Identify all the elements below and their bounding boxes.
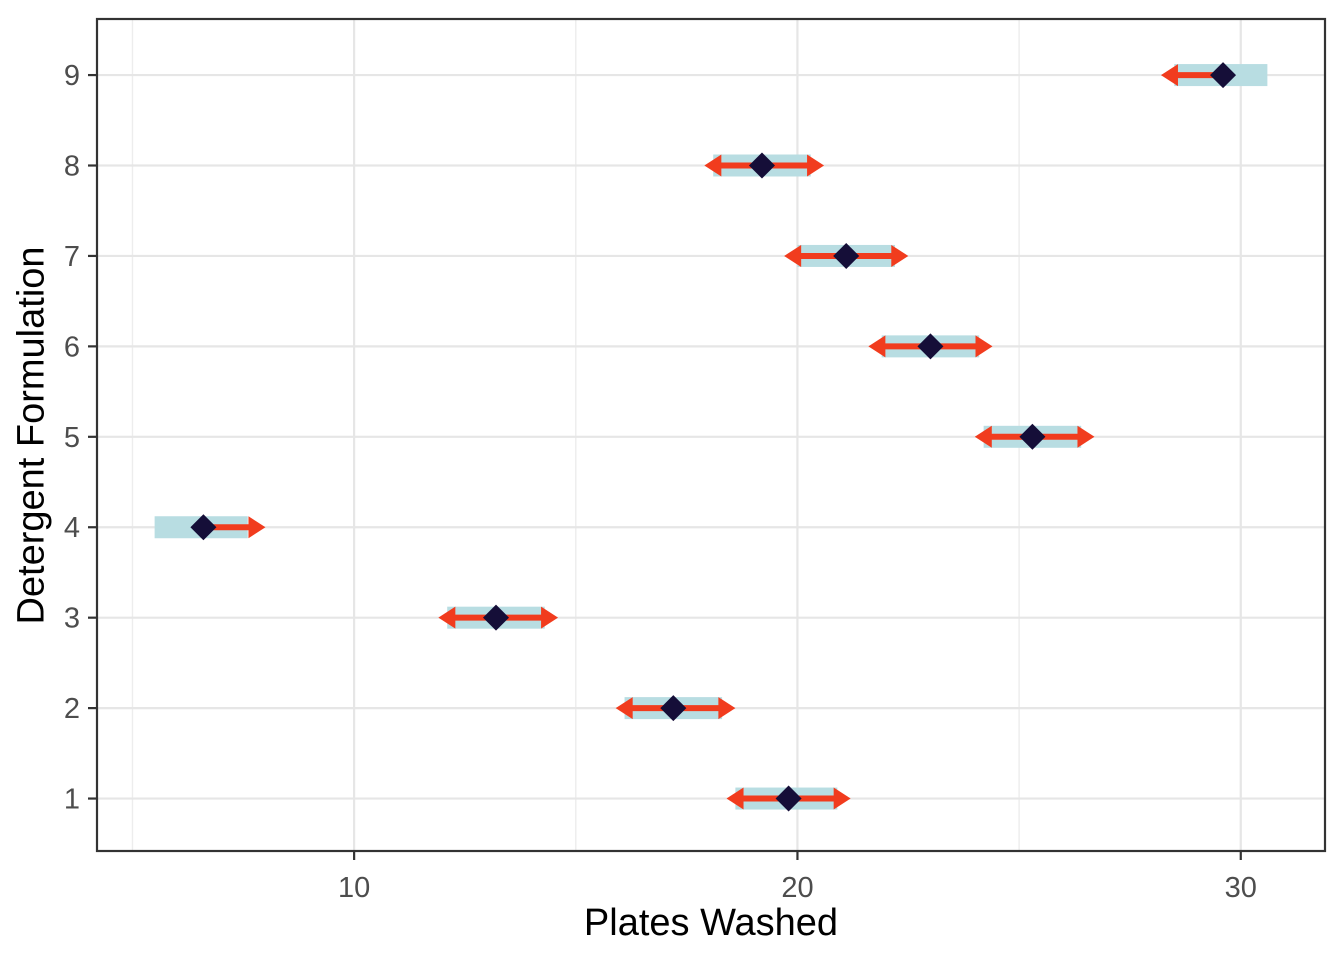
comparison-arrowhead-left: [615, 697, 633, 720]
mean-point-diamond: [775, 785, 802, 812]
comparison-arrowhead-right: [248, 516, 266, 539]
comparison-arrowhead-left: [438, 606, 456, 629]
y-tick-label: 2: [64, 693, 80, 725]
comparison-arrowhead-right: [975, 335, 993, 358]
comparison-arrowhead-right: [1077, 425, 1095, 448]
comparison-arrowhead-right: [891, 244, 909, 267]
comparison-arrowhead-left: [784, 244, 802, 267]
y-tick-label: 9: [64, 60, 80, 92]
comparison-arrowhead-left: [726, 787, 744, 810]
y-tick-label: 1: [64, 784, 80, 816]
mean-point-diamond: [660, 695, 687, 722]
comparison-arrowhead-left: [704, 154, 722, 177]
x-tick-label: 10: [338, 872, 370, 904]
y-tick-label: 4: [64, 512, 80, 544]
x-tick-label: 20: [781, 872, 813, 904]
panel-background: [97, 19, 1325, 851]
comparison-arrowhead-left: [868, 335, 886, 358]
y-tick-label: 3: [64, 603, 80, 635]
mean-point-diamond: [833, 242, 860, 269]
y-tick-label: 8: [64, 151, 80, 183]
comparison-arrowhead-right: [541, 606, 559, 629]
comparison-arrowhead-right: [833, 787, 851, 810]
y-tick-label: 7: [64, 241, 80, 273]
mean-point-diamond: [1210, 62, 1237, 89]
y-axis-title: Detergent Formulation: [10, 245, 53, 625]
mean-point-diamond: [1019, 423, 1046, 450]
mean-point-diamond: [190, 514, 217, 541]
comparison-arrowhead-left: [974, 425, 992, 448]
y-tick-label: 6: [64, 331, 80, 363]
comparison-arrowhead-right: [807, 154, 825, 177]
y-tick-label: 5: [64, 422, 80, 454]
x-axis-title: Plates Washed: [583, 902, 839, 944]
x-tick-label: 30: [1225, 872, 1257, 904]
comparison-arrowhead-right: [718, 697, 736, 720]
y-axis-title-container: Detergent Formulation: [10, 0, 53, 870]
mean-point-diamond: [748, 152, 775, 179]
panel-border: [95, 17, 1327, 853]
mean-point-diamond: [482, 604, 509, 631]
mean-point-diamond: [917, 333, 944, 360]
comparison-arrowhead-left: [1160, 64, 1178, 87]
